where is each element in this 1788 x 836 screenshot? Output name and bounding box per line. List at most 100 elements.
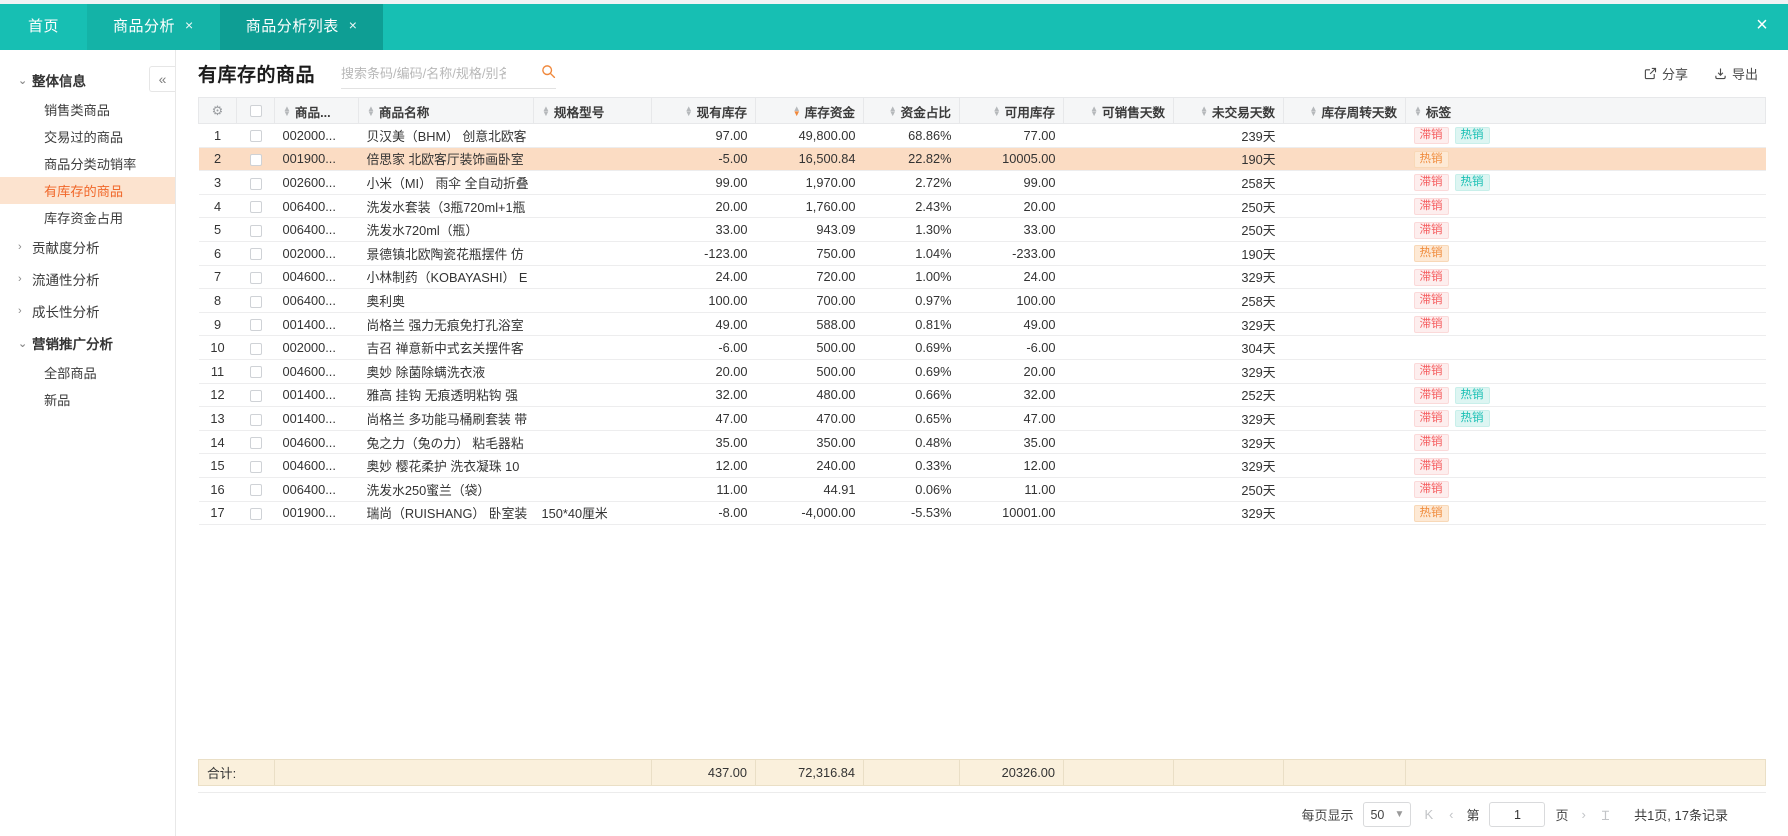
sort-icon[interactable]: ▲ ▼ [1090,104,1099,119]
tab-product-analysis[interactable]: 商品分析 × [87,0,220,50]
sidebar-item-stock-capital[interactable]: 库存资金占用 [0,204,175,231]
row-checkbox[interactable] [249,484,262,497]
col-header-salable-days[interactable]: ▲ ▼ 可销售天数 [1063,97,1174,124]
first-page-button[interactable]: K [1424,807,1434,822]
sort-icon[interactable]: ▲ ▼ [542,104,550,119]
table-row[interactable]: 16 006400... 洗发水250蜜兰（袋） 11.00 44.91 0.06% 11.… [198,477,1766,502]
row-select-cell[interactable] [236,241,275,266]
prev-page-button[interactable]: ‹ [1449,807,1454,822]
sidebar-item-category-sell-rate[interactable]: 商品分类动销率 [0,150,175,177]
select-all-header[interactable] [236,97,275,124]
close-all-tabs-icon[interactable]: × [1756,13,1768,36]
col-header-no-trade-days[interactable]: ▲ ▼ 未交易天数 [1173,97,1284,124]
col-header-name[interactable]: ▲ ▼ 商品名称 [358,97,534,124]
close-icon[interactable]: × [185,17,194,33]
table-row[interactable]: 13 001400... 尚格兰 多功能马桶刷套装 带 47.00 470.00 0.65… [198,406,1766,431]
sort-icon[interactable]: ▲ ▼ [1309,104,1318,119]
row-select-cell[interactable] [236,217,275,242]
col-header-amount[interactable]: ▲ ▼ 库存资金 [755,97,864,124]
sidebar-item-new-products[interactable]: 新品 [0,386,175,413]
sidebar-collapse-icon[interactable]: « [149,66,175,92]
sidebar-item-in-stock-products[interactable]: 有库存的商品 [0,177,175,204]
col-header-available[interactable]: ▲ ▼ 可用库存 [959,97,1064,124]
sidebar-group-overall[interactable]: ⌄ 整体信息 [0,64,175,96]
table-row[interactable]: 14 004600... 兔之力（兔の力） 粘毛器粘 35.00 350.00 0.48%… [198,430,1766,455]
row-select-cell[interactable] [236,359,275,384]
row-select-cell[interactable] [236,477,275,502]
search-input[interactable] [341,65,507,81]
next-page-button[interactable]: › [1581,807,1586,822]
table-row[interactable]: 15 004600... 奥妙 樱花柔护 洗衣凝珠 10 12.00 240.00 0.3… [198,453,1766,478]
table-row[interactable]: 5 006400... 洗发水720ml（瓶） 33.00 943.09 1.30% 33.… [198,217,1766,242]
sidebar-group-contribution[interactable]: › 贡献度分析 [0,231,175,263]
col-header-spec[interactable]: ▲ ▼ 规格型号 [533,97,652,124]
row-select-cell[interactable] [236,430,275,455]
sidebar-group-marketing[interactable]: ⌄ 营销推广分析 [0,327,175,359]
col-header-stock[interactable]: ▲ ▼ 现有库存 [651,97,756,124]
table-row[interactable]: 8 006400... 奥利奥 100.00 700.00 0.97% 100.00 258天… [198,288,1766,313]
table-row[interactable]: 3 002600... 小米（MI） 雨伞 全自动折叠 99.00 1,970.00 2.… [198,170,1766,195]
row-select-cell[interactable] [236,335,275,360]
sidebar-group-growth[interactable]: › 成长性分析 [0,295,175,327]
row-checkbox[interactable] [249,437,262,450]
row-select-cell[interactable] [236,147,275,172]
row-checkbox[interactable] [249,460,262,473]
export-button[interactable]: 导出 [1714,64,1758,83]
row-checkbox[interactable] [249,389,262,402]
row-checkbox[interactable] [249,271,262,284]
search-icon[interactable] [541,64,556,83]
sort-icon[interactable]: ▲ ▼ [1414,104,1422,119]
col-header-tags[interactable]: ▲ ▼ 标签 [1405,97,1766,124]
sort-icon[interactable]: ▲ ▼ [283,104,291,119]
column-settings-header[interactable]: ⚙ [198,97,237,124]
last-page-button[interactable]: Ɪ [1601,807,1610,823]
table-row[interactable]: 9 001400... 尚格兰 强力无痕免打孔浴室 49.00 588.00 0.81% 4… [198,312,1766,337]
close-icon[interactable]: × [348,17,358,33]
row-checkbox[interactable] [249,507,262,520]
sort-icon[interactable]: ▲ ▼ [1200,104,1209,119]
table-row[interactable]: 17 001900... 瑞尚（RUISHANG） 卧室装 150*40厘米 -8.00… [198,501,1766,526]
per-page-select[interactable]: 50 ▼ [1363,802,1412,827]
page-number-input[interactable] [1489,802,1546,827]
sort-icon[interactable]: ▲ ▼ [888,104,897,119]
row-checkbox[interactable] [249,224,262,237]
table-row[interactable]: 6 002000... 景德镇北欧陶瓷花瓶摆件 仿 -123.00 750.00 1.04… [198,241,1766,266]
row-select-cell[interactable] [236,194,275,219]
tab-product-analysis-list[interactable]: 商品分析列表 × [219,0,384,50]
sidebar-item-all-products[interactable]: 全部商品 [0,359,175,386]
row-select-cell[interactable] [236,406,275,431]
row-checkbox[interactable] [249,413,262,426]
col-header-turnover-days[interactable]: ▲ ▼ 库存周转天数 [1283,97,1406,124]
table-row[interactable]: 4 006400... 洗发水套装（3瓶720ml+1瓶 20.00 1,760.00 2… [198,194,1766,219]
row-select-cell[interactable] [236,312,275,337]
row-select-cell[interactable] [236,288,275,313]
table-row[interactable]: 11 004600... 奥妙 除菌除螨洗衣液 20.00 500.00 0.69% 20.… [198,359,1766,384]
sidebar-item-traded-products[interactable]: 交易过的商品 [0,123,175,150]
row-checkbox[interactable] [249,366,262,379]
sidebar-group-circulation[interactable]: › 流通性分析 [0,263,175,295]
gear-icon[interactable]: ⚙ [211,102,224,118]
row-select-cell[interactable] [236,123,275,148]
share-button[interactable]: 分享 [1644,64,1688,83]
sort-icon[interactable]: ▲ ▼ [684,104,693,119]
table-row[interactable]: 12 001400... 雅高 挂钩 无痕透明粘钩 强 32.00 480.00 0.66… [198,383,1766,408]
row-select-cell[interactable] [236,453,275,478]
sort-icon-active[interactable]: ▲ ▼ [792,104,801,119]
col-header-ratio[interactable]: ▲ ▼ 资金占比 [863,97,960,124]
row-select-cell[interactable] [236,265,275,290]
row-checkbox[interactable] [249,248,262,261]
row-checkbox[interactable] [249,201,262,214]
row-checkbox[interactable] [249,319,262,332]
row-select-cell[interactable] [236,501,275,526]
sort-icon[interactable]: ▲ ▼ [992,104,1001,119]
row-checkbox[interactable] [249,130,262,143]
row-checkbox[interactable] [249,342,262,355]
row-select-cell[interactable] [236,170,275,195]
row-checkbox[interactable] [249,295,262,308]
select-all-checkbox[interactable] [249,105,262,118]
table-row[interactable]: 7 004600... 小林制药（KOBAYASHI） E 24.00 720.00 1.… [198,265,1766,290]
table-row[interactable]: 10 002000... 吉召 禅意新中式玄关摆件客 -6.00 500.00 0.69%… [198,335,1766,360]
sort-icon[interactable]: ▲ ▼ [367,104,375,119]
row-checkbox[interactable] [249,154,262,167]
tab-home[interactable]: 首页 [0,0,87,50]
